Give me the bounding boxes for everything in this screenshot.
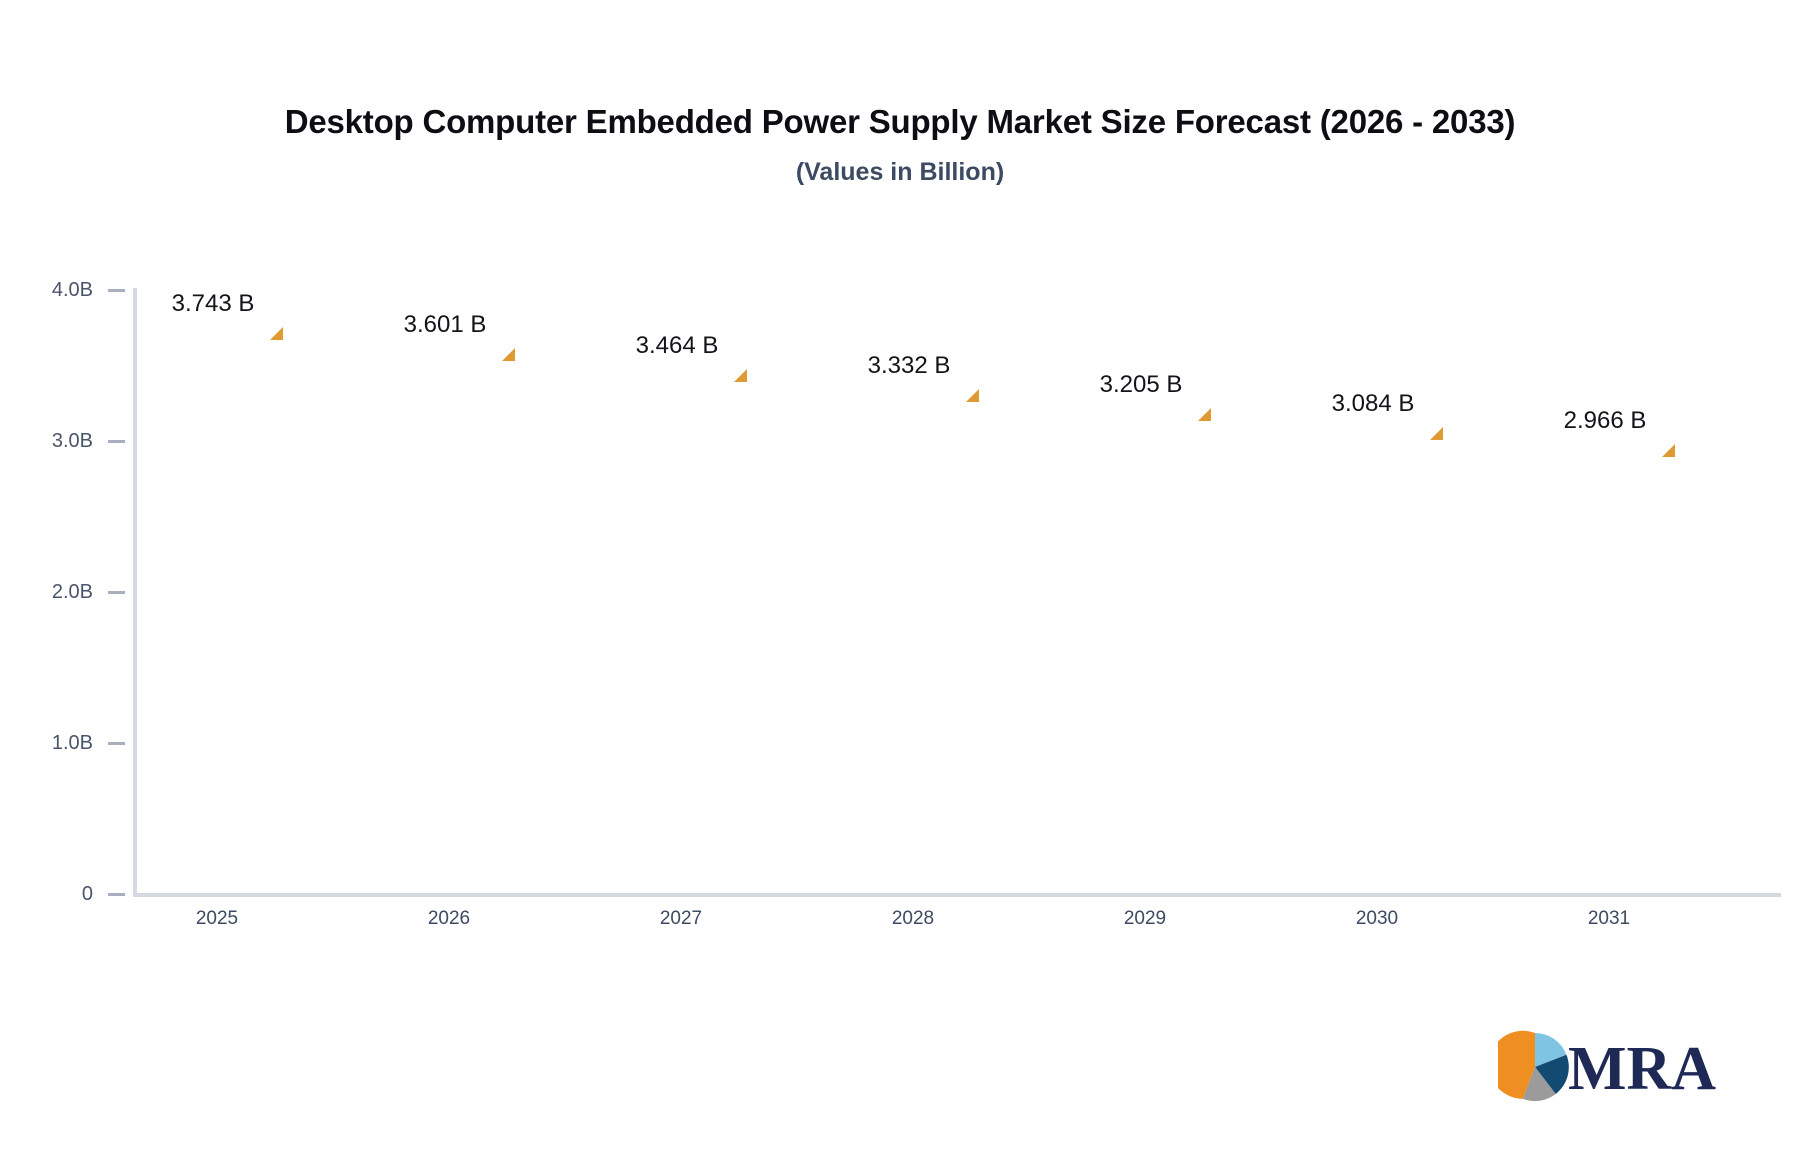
pie-chart-logo-icon: [1488, 1030, 1572, 1109]
y-tick-label: 2.0B: [51, 581, 93, 603]
brand-logo: MRA: [1488, 1028, 1716, 1110]
plot-area: 4.0B 3.0B 2.0B 1.0B 0: [0, 279, 1781, 929]
bar-group-6[interactable]: [1545, 444, 1675, 893]
y-tick-mark: [108, 591, 125, 594]
x-tick-label-0: 2025: [195, 908, 239, 929]
bar-top-bevel: [966, 389, 979, 402]
bar-value-label-4: 3.205 B: [1099, 371, 1183, 398]
bar-group-3[interactable]: [849, 389, 979, 893]
bar-value-label-0: 3.743 B: [171, 290, 255, 317]
chart-subtitle: (Values in Billion): [795, 157, 1005, 186]
y-tick-4: 4.0B: [0, 279, 133, 301]
bar-top-bevel: [1662, 444, 1675, 457]
y-tick-mark: [108, 742, 125, 745]
bar-top-bevel: [1430, 427, 1443, 440]
x-tick-label-3: 2028: [891, 908, 935, 929]
chart-title-block: Desktop Computer Embedded Power Supply M…: [0, 102, 1800, 187]
y-tick-3: 3.0B: [0, 430, 133, 452]
chart-title: Desktop Computer Embedded Power Supply M…: [284, 103, 1516, 140]
bar-top-bevel: [270, 327, 283, 340]
y-tick-label: 3.0B: [51, 430, 93, 452]
bar-group-0[interactable]: [153, 327, 283, 893]
logo-wordmark: MRA: [1568, 1035, 1717, 1103]
y-tick-mark: [108, 289, 125, 292]
x-tick-label-6: 2031: [1587, 908, 1631, 929]
x-axis-line: [133, 893, 1781, 897]
y-axis-line: [133, 288, 137, 895]
y-tick-2: 2.0B: [0, 581, 133, 603]
bar-group-1[interactable]: [385, 348, 515, 893]
y-tick-label: 0: [81, 883, 93, 905]
x-tick-label-4: 2029: [1123, 908, 1167, 929]
bar-value-label-5: 3.084 B: [1331, 390, 1415, 417]
bar-top-bevel: [734, 369, 747, 382]
y-tick-mark: [108, 440, 125, 443]
bar-group-5[interactable]: [1313, 427, 1443, 893]
bar-value-label-1: 3.601 B: [403, 311, 487, 338]
bar-value-label-6: 2.966 B: [1563, 407, 1647, 434]
y-tick-label: 4.0B: [51, 279, 93, 301]
bar-value-label-2: 3.464 B: [635, 332, 719, 359]
bar-group-2[interactable]: [617, 369, 747, 893]
x-tick-label-2: 2027: [659, 908, 703, 929]
bar-top-bevel: [1198, 408, 1211, 421]
y-tick-1: 1.0B: [0, 732, 133, 754]
bar-group-4[interactable]: [1081, 408, 1211, 893]
y-tick-label: 1.0B: [51, 732, 93, 754]
bar-top-bevel: [502, 348, 515, 361]
y-tick-mark: [108, 893, 125, 896]
y-tick-0: 0: [0, 883, 133, 905]
x-tick-label-1: 2026: [427, 908, 471, 929]
x-tick-label-5: 2030: [1355, 908, 1399, 929]
bar-value-label-3: 3.332 B: [867, 352, 951, 379]
